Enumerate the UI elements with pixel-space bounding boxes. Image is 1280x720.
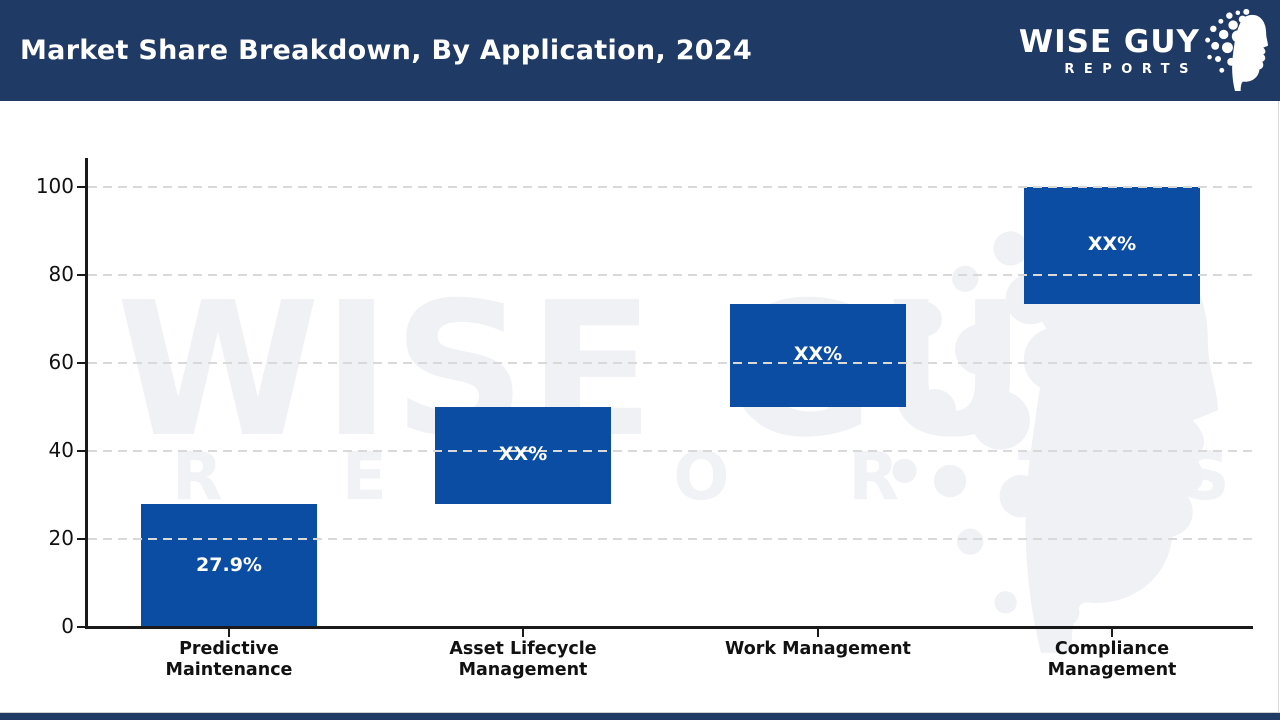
y-tick-mark: [77, 537, 85, 540]
bar-value-label: XX%: [1087, 233, 1137, 256]
x-category-label-line: Management: [458, 660, 588, 680]
x-category-label-line: Compliance: [1054, 639, 1170, 659]
x-category-label-line: Management: [1047, 660, 1177, 680]
y-tick-mark: [77, 626, 85, 628]
bar-3: [730, 303, 906, 407]
x-tick-mark: [522, 629, 524, 637]
chart-title: Market Share Breakdown, By Application, …: [20, 35, 753, 66]
brand-logo-sub: REPORTS: [1064, 62, 1198, 77]
y-tick-label: 0: [61, 614, 74, 638]
y-tick-label: 100: [35, 173, 74, 198]
x-category-label-line: Work Management: [725, 639, 911, 659]
card-right-border: [1278, 101, 1279, 713]
x-axis-spine: [85, 626, 1253, 629]
y-tick-label: 20: [48, 525, 74, 550]
brand-logo-text: WISE GUY REPORTS: [1018, 24, 1200, 78]
bar-value-label: XX%: [498, 443, 548, 466]
grid-line-20: [88, 537, 1253, 540]
x-category-label: Asset Lifecycle Management: [373, 639, 673, 681]
x-category-label: Compliance Management: [962, 639, 1262, 681]
grid-line-80: [88, 273, 1253, 276]
y-tick-label: 60: [48, 349, 74, 374]
grid-line-40: [88, 449, 1253, 452]
y-tick-mark: [77, 449, 85, 452]
y-tick-mark: [77, 361, 85, 364]
x-category-label-line: Maintenance: [165, 660, 293, 680]
card-bottom-border: [0, 712, 1280, 713]
x-category-label-line: Asset Lifecycle: [449, 639, 597, 659]
y-tick-mark: [77, 273, 85, 276]
bar-1: [141, 504, 317, 627]
y-tick-label: 80: [48, 261, 74, 286]
x-tick-mark: [1111, 629, 1113, 637]
y-tick-mark: [77, 185, 85, 188]
y-axis-spine: [85, 158, 88, 629]
grid-line-60: [88, 361, 1253, 364]
x-tick-mark: [817, 629, 819, 637]
watermark-head-dots-graphic: [881, 212, 1218, 653]
brand-logo: WISE GUY REPORTS: [1018, 4, 1268, 97]
x-category-label: Work Management: [668, 639, 968, 660]
bar-4: [1024, 186, 1200, 304]
bar-value-label: 27.9%: [196, 553, 262, 576]
brand-logo-head-icon: [1205, 8, 1268, 92]
x-category-label-line: Predictive: [179, 639, 279, 659]
bar-value-label: XX%: [793, 343, 843, 366]
brand-logo-name: WISE GUY: [1018, 24, 1200, 60]
grid-line-100: [88, 185, 1253, 188]
x-tick-mark: [228, 629, 230, 637]
header-bar: Market Share Breakdown, By Application, …: [0, 0, 1280, 101]
bar-2: [435, 406, 611, 505]
x-category-label: Predictive Maintenance: [79, 639, 379, 681]
y-tick-label: 40: [48, 437, 74, 462]
footer-bar: [0, 713, 1280, 720]
